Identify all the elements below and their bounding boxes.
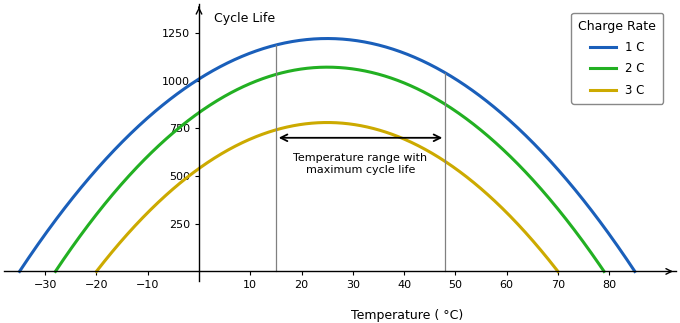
3 C	[139, 215, 148, 219]
2 C	[52, 269, 60, 273]
Line: 2 C: 2 C	[56, 67, 604, 271]
1 C	[631, 269, 639, 273]
3 C	[553, 268, 561, 272]
Line: 3 C: 3 C	[97, 122, 558, 271]
3 C	[436, 156, 444, 160]
3 C	[190, 170, 199, 174]
1 C	[16, 269, 24, 273]
1 C	[78, 184, 86, 188]
2 C	[83, 224, 91, 228]
3 C	[364, 125, 372, 129]
1 C	[323, 36, 331, 40]
3 C	[554, 269, 562, 273]
Text: Cycle Life: Cycle Life	[214, 12, 275, 25]
1 C	[473, 92, 481, 96]
2 C	[599, 268, 607, 272]
Line: 1 C: 1 C	[20, 38, 635, 271]
2 C	[107, 195, 115, 199]
1 C	[146, 114, 154, 118]
1 C	[630, 268, 638, 272]
2 C	[372, 72, 380, 76]
2 C	[600, 269, 608, 273]
3 C	[92, 269, 101, 273]
1 C	[377, 44, 386, 48]
2 C	[167, 133, 175, 137]
2 C	[323, 65, 331, 69]
Text: Temperature range with
maximum cycle life: Temperature range with maximum cycle lif…	[294, 153, 428, 175]
2 C	[458, 114, 466, 118]
3 C	[120, 237, 128, 241]
X-axis label: Temperature ( °C): Temperature ( °C)	[351, 309, 463, 322]
Legend: 1 C, 2 C, 3 C: 1 C, 2 C, 3 C	[571, 13, 663, 104]
1 C	[52, 218, 60, 222]
3 C	[323, 120, 331, 124]
